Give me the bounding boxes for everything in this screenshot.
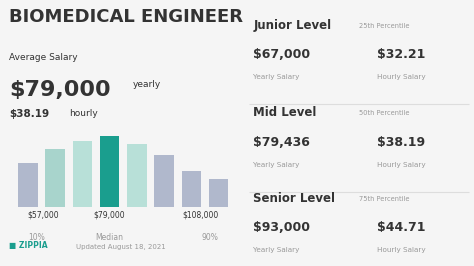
Text: $79,436: $79,436 [253,136,310,149]
Text: Updated August 18, 2021: Updated August 18, 2021 [76,244,165,250]
Text: yearly: yearly [133,80,161,89]
Bar [155,155,174,207]
Bar [209,179,228,207]
Text: Hourly Salary: Hourly Salary [377,74,426,81]
Text: $57,000: $57,000 [28,211,59,220]
Text: $108,000: $108,000 [182,211,219,220]
Bar [127,144,146,207]
Text: 50th Percentile: 50th Percentile [359,110,410,117]
Text: 25th Percentile: 25th Percentile [359,23,410,29]
Text: Junior Level: Junior Level [253,19,331,32]
Text: Hourly Salary: Hourly Salary [377,247,426,253]
Text: Senior Level: Senior Level [253,192,335,205]
Text: Yearly Salary: Yearly Salary [253,162,300,168]
Text: $79,000: $79,000 [94,211,126,220]
Bar [182,171,201,207]
Bar [100,136,119,207]
Text: Hourly Salary: Hourly Salary [377,162,426,168]
Text: 90%: 90% [202,233,219,242]
Text: 75th Percentile: 75th Percentile [359,196,410,202]
Text: $32.21: $32.21 [377,48,426,61]
Text: 10%: 10% [28,233,45,242]
Text: $38.19: $38.19 [377,136,426,149]
Text: Mid Level: Mid Level [253,106,317,119]
Text: $38.19: $38.19 [9,109,50,119]
Text: $79,000: $79,000 [9,80,111,100]
Bar [73,141,92,207]
Text: Yearly Salary: Yearly Salary [253,74,300,81]
Text: Yearly Salary: Yearly Salary [253,247,300,253]
Bar [18,163,37,207]
Text: BIOMEDICAL ENGINEER: BIOMEDICAL ENGINEER [9,8,244,26]
Bar [46,149,65,207]
Text: Median: Median [96,233,124,242]
Text: $67,000: $67,000 [253,48,310,61]
Text: hourly: hourly [69,109,98,118]
Text: ■ ZIPPIA: ■ ZIPPIA [9,241,48,250]
Text: Average Salary: Average Salary [9,53,78,62]
Text: $93,000: $93,000 [253,221,310,234]
Text: $44.71: $44.71 [377,221,426,234]
